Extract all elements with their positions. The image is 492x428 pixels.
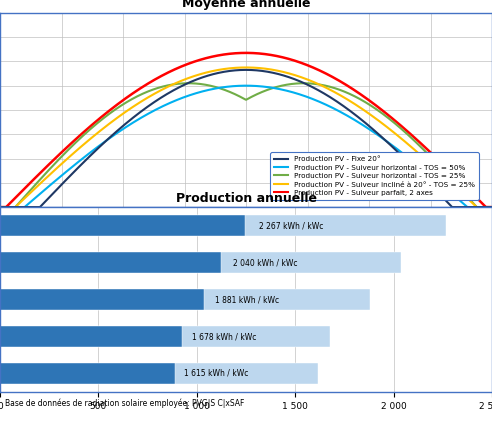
Production PV - Suiveur parfait, 2 axes [243,51,248,56]
Bar [0,215,246,236]
Bar [0,363,175,383]
Production PV - Fixe 20° [390,145,396,150]
Text: 1 678 kWh / kWc: 1 678 kWh / kWc [191,332,256,341]
Production PV - Suiveur horizontal - TOS = 50% [243,83,248,88]
Text: 2 267 kWh / kWc: 2 267 kWh / kWc [259,221,323,230]
Bar [0,253,221,273]
Production PV - Suiveur incliné à 20° - TOS = 25% [381,122,387,128]
Production PV - Suiveur incliné à 20° - TOS = 25% [489,205,492,210]
Line: Production PV - Suiveur incliné à 20° - TOS = 25%: Production PV - Suiveur incliné à 20° - … [0,68,492,207]
Production PV - Suiveur horizontal - TOS = 25% [381,112,387,117]
Production PV - Suiveur horizontal - TOS = 50% [47,182,53,187]
Production PV - Suiveur parfait, 2 axes [381,109,387,114]
Production PV - Suiveur parfait, 2 axes [196,58,202,63]
Production PV - Suiveur parfait, 2 axes [214,53,219,58]
Production PV - Suiveur horizontal - TOS = 50% [0,205,3,210]
Production PV - Suiveur incliné à 20° - TOS = 25% [390,129,396,134]
Bar [0,289,204,310]
Title: Moyenne annuelle: Moyenne annuelle [182,0,310,10]
Bar [0,253,401,273]
Production PV - Fixe 20° [489,205,492,210]
Production PV - Suiveur parfait, 2 axes [47,160,53,166]
Bar [0,326,182,347]
Production PV - Suiveur incliné à 20° - TOS = 25% [47,172,53,177]
Production PV - Suiveur horizontal - TOS = 50% [489,205,492,210]
Production PV - Suiveur incliné à 20° - TOS = 25% [196,72,202,77]
Bar [0,215,446,236]
Production PV - Fixe 20° [336,100,341,105]
Bar [0,289,370,310]
Production PV - Fixe 20° [243,67,248,72]
Production PV - Suiveur horizontal - TOS = 50% [381,137,387,142]
Production PV - Suiveur horizontal - TOS = 25% [0,205,3,210]
Line: Production PV - Fixe 20°: Production PV - Fixe 20° [0,70,492,207]
Text: Base de données de radiation solaire employée: PVG|S C|xSAF: Base de données de radiation solaire emp… [5,399,245,408]
Text: 1 615 kWh / kWc: 1 615 kWh / kWc [184,369,249,378]
Production PV - Fixe 20° [196,76,202,81]
Production PV - Suiveur parfait, 2 axes [489,205,492,210]
Production PV - Suiveur incliné à 20° - TOS = 25% [0,205,3,210]
Production PV - Suiveur horizontal - TOS = 25% [214,85,220,90]
Production PV - Suiveur parfait, 2 axes [336,77,341,83]
Production PV - Suiveur incliné à 20° - TOS = 25% [336,92,341,97]
Bar [0,326,330,347]
Production PV - Fixe 20° [214,71,219,76]
Production PV - Suiveur horizontal - TOS = 25% [489,205,492,210]
Production PV - Suiveur horizontal - TOS = 25% [390,119,396,125]
Text: 1 881 kWh / kWc: 1 881 kWh / kWc [215,295,279,304]
Production PV - Suiveur incliné à 20° - TOS = 25% [214,68,219,73]
Production PV - Suiveur horizontal - TOS = 25% [185,81,191,86]
Production PV - Suiveur incliné à 20° - TOS = 25% [243,65,248,70]
Legend: Production PV - Fixe 20°, Production PV - Suiveur horizontal - TOS = 50%, Produc: Production PV - Fixe 20°, Production PV … [270,152,479,199]
Production PV - Suiveur horizontal - TOS = 25% [336,87,341,92]
Production PV - Fixe 20° [0,205,3,210]
Production PV - Fixe 20° [381,137,387,142]
Production PV - Suiveur horizontal - TOS = 50% [336,108,341,113]
Bar [0,363,318,383]
Line: Production PV - Suiveur horizontal - TOS = 25%: Production PV - Suiveur horizontal - TOS… [0,83,492,207]
Line: Production PV - Suiveur horizontal - TOS = 50%: Production PV - Suiveur horizontal - TOS… [0,86,492,207]
Production PV - Suiveur horizontal - TOS = 25% [196,81,202,86]
Text: 2 040 kWh / kWc: 2 040 kWh / kWc [233,258,297,267]
Production PV - Suiveur parfait, 2 axes [390,116,396,122]
Production PV - Suiveur horizontal - TOS = 25% [47,166,53,171]
Production PV - Suiveur horizontal - TOS = 50% [214,86,219,91]
Production PV - Suiveur horizontal - TOS = 50% [196,90,202,95]
Production PV - Suiveur parfait, 2 axes [0,205,3,210]
Line: Production PV - Suiveur parfait, 2 axes: Production PV - Suiveur parfait, 2 axes [0,53,492,207]
Title: Production annuelle: Production annuelle [176,191,316,205]
Production PV - Fixe 20° [47,194,53,199]
Production PV - Suiveur horizontal - TOS = 50% [390,143,396,149]
